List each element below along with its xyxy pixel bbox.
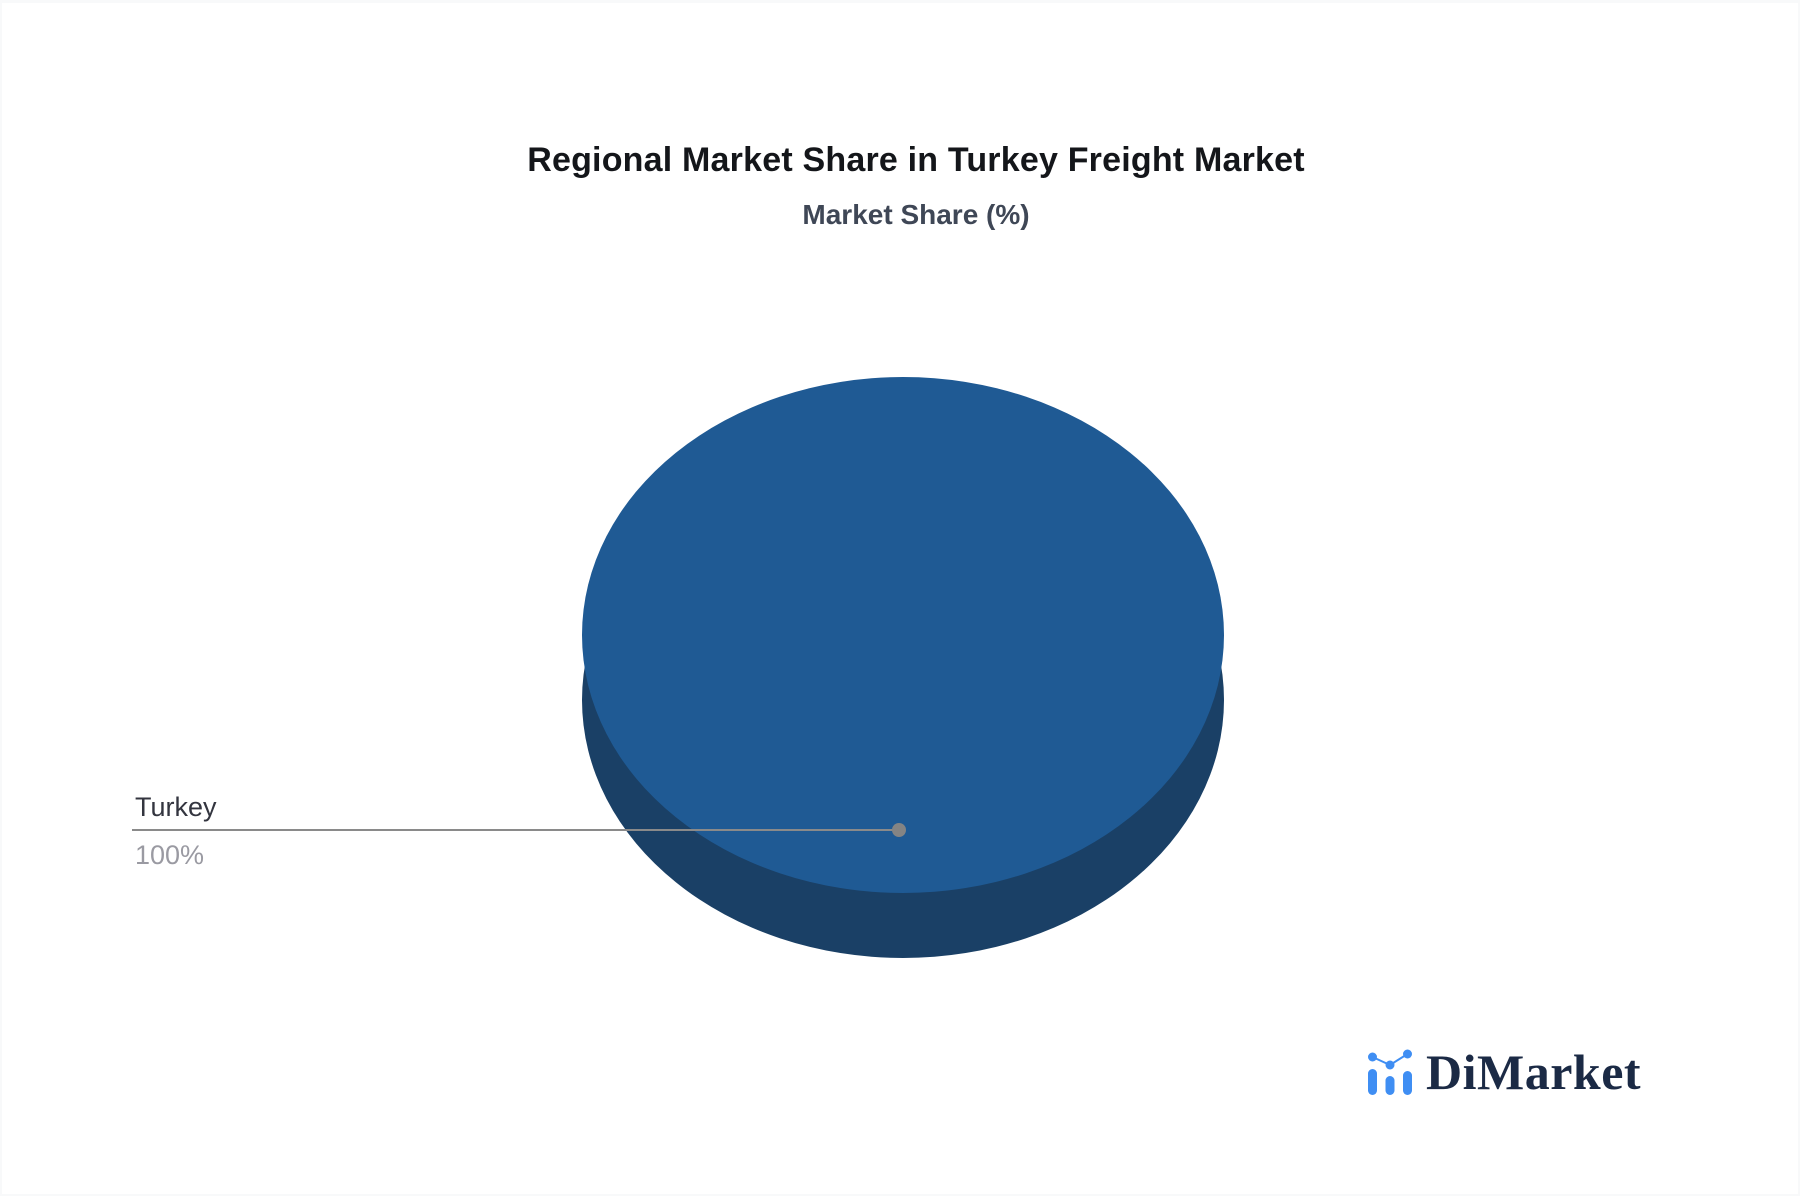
chart-card: Regional Market Share in Turkey Freight …	[2, 3, 1798, 1194]
brand-logo[interactable]: DiMarket	[1366, 1045, 1641, 1097]
label-connector-dot	[892, 823, 906, 837]
chart-subtitle: Market Share (%)	[802, 199, 1030, 230]
bar-line-chart-icon	[1368, 1049, 1412, 1095]
chart-title: Regional Market Share in Turkey Freight …	[527, 141, 1305, 179]
pie-slice-turkey[interactable]	[582, 377, 1224, 893]
brand-name: DiMarket	[1426, 1044, 1642, 1100]
slice-label-turkey: Turkey	[135, 792, 217, 822]
pie-chart	[132, 377, 1224, 958]
slice-value-turkey: 100%	[135, 840, 205, 870]
